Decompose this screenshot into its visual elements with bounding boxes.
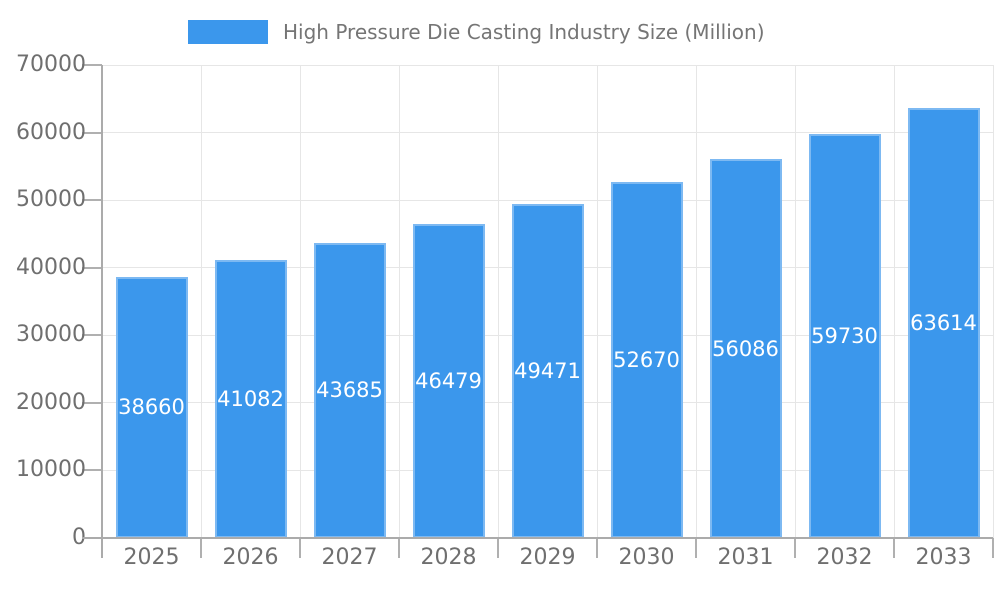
- y-axis-tick-label: 20000: [16, 389, 86, 415]
- x-axis-tick-label: 2027: [321, 545, 378, 570]
- bar-value-label: 49471: [514, 358, 581, 383]
- y-axis-tick-label: 50000: [16, 187, 86, 213]
- vertical-gridline: [695, 65, 697, 538]
- x-axis-tick: [398, 538, 400, 558]
- bar[interactable]: 52670: [610, 182, 683, 538]
- x-axis-tick-label: 2026: [222, 545, 279, 570]
- x-axis-tick-label: 2032: [816, 545, 873, 570]
- x-axis-tick: [299, 538, 301, 558]
- x-axis-tick: [893, 538, 895, 558]
- bar[interactable]: 59730: [808, 134, 881, 538]
- legend-label: High Pressure Die Casting Industry Size …: [283, 20, 765, 44]
- y-axis-tick: [82, 199, 102, 202]
- y-axis-tick: [82, 266, 102, 269]
- bar-value-label: 38660: [118, 395, 185, 420]
- bar-value-label: 63614: [910, 311, 977, 336]
- vertical-gridline: [596, 65, 598, 538]
- bar-value-label: 43685: [316, 378, 383, 403]
- y-axis-tick: [82, 131, 102, 134]
- x-axis-tick: [200, 538, 202, 558]
- bar-value-label: 59730: [811, 324, 878, 349]
- bar-value-label: 46479: [415, 368, 482, 393]
- x-axis-line: [82, 537, 993, 539]
- bar[interactable]: 38660: [115, 276, 188, 538]
- x-axis-tick-label: 2030: [618, 545, 675, 570]
- y-axis-tick-label: 70000: [16, 52, 86, 77]
- bar-value-label: 56086: [712, 336, 779, 361]
- vertical-gridline: [992, 65, 994, 538]
- x-axis-tick-label: 2031: [717, 545, 774, 570]
- x-axis-tick-label: 2029: [519, 545, 576, 570]
- x-axis-tick: [596, 538, 598, 558]
- y-axis-tick: [82, 334, 102, 337]
- bar-value-label: 52670: [613, 348, 680, 373]
- vertical-gridline: [794, 65, 796, 538]
- x-axis-tick: [992, 538, 994, 558]
- y-axis-tick: [82, 64, 102, 66]
- legend-color-swatch: [188, 20, 268, 44]
- x-axis-tick: [794, 538, 796, 558]
- y-axis-tick: [82, 469, 102, 472]
- bar[interactable]: 43685: [313, 242, 386, 538]
- vertical-gridline: [497, 65, 499, 538]
- horizontal-gridline: [102, 132, 993, 134]
- bar-value-label: 41082: [217, 387, 284, 412]
- legend-item[interactable]: High Pressure Die Casting Industry Size …: [188, 18, 765, 46]
- bar[interactable]: 56086: [709, 159, 782, 538]
- bar[interactable]: 49471: [511, 203, 584, 538]
- x-axis-tick-label: 2033: [915, 545, 972, 570]
- horizontal-gridline: [102, 199, 993, 201]
- x-axis-tick-label: 2025: [123, 545, 180, 570]
- y-axis-tick-label: 10000: [16, 457, 86, 483]
- horizontal-gridline: [102, 64, 993, 66]
- vertical-gridline: [398, 65, 400, 538]
- x-axis-tick: [497, 538, 499, 558]
- y-axis-tick-label: 60000: [16, 119, 86, 145]
- bar[interactable]: 63614: [907, 108, 980, 538]
- vertical-gridline: [299, 65, 301, 538]
- y-axis-line: [101, 65, 103, 558]
- vertical-gridline: [200, 65, 202, 538]
- y-axis-tick: [82, 401, 102, 404]
- y-axis-tick-label: 0: [72, 525, 86, 550]
- y-axis-tick-label: 30000: [16, 322, 86, 348]
- x-axis-tick: [695, 538, 697, 558]
- bar[interactable]: 46479: [412, 223, 485, 538]
- y-axis-tick-label: 40000: [16, 254, 86, 280]
- x-axis-tick-label: 2028: [420, 545, 477, 570]
- vertical-gridline: [893, 65, 895, 538]
- bar[interactable]: 41082: [214, 260, 287, 538]
